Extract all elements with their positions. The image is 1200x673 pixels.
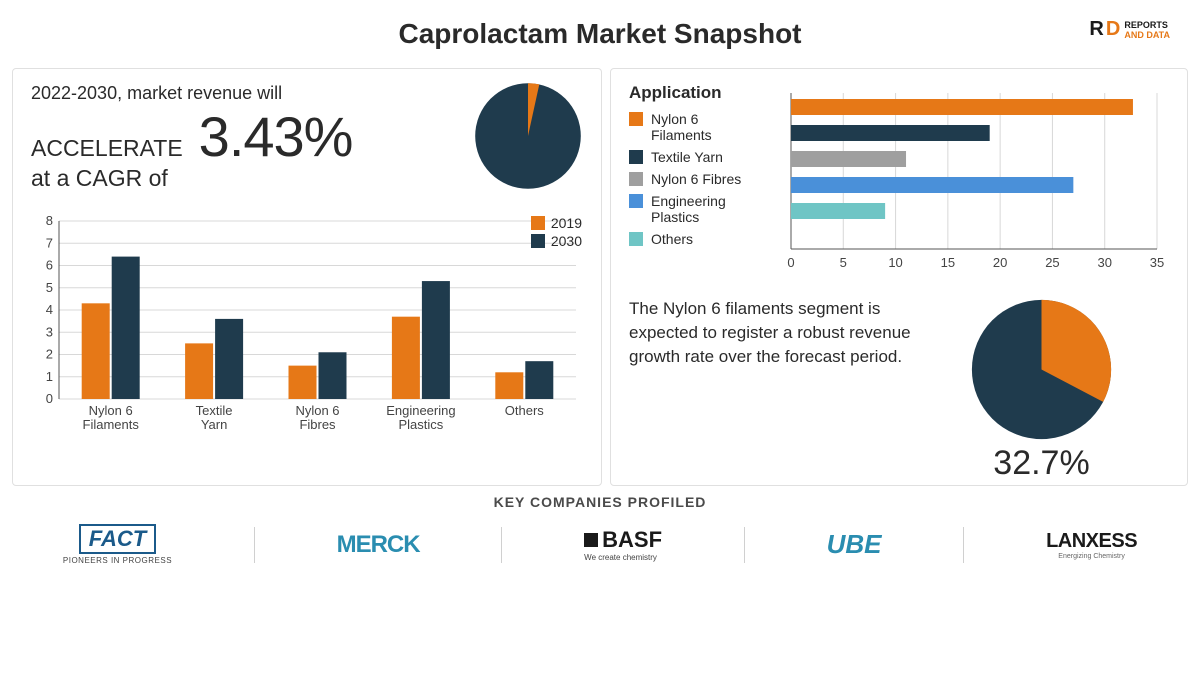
cagr-pie-icon (473, 81, 583, 191)
insight-text: The Nylon 6 filaments segment is expecte… (629, 297, 949, 369)
left-panel: 2022-2030, market revenue will ACCELERAT… (12, 68, 602, 486)
svg-text:5: 5 (840, 255, 847, 270)
insight-pie-icon (969, 297, 1114, 442)
right-panel: Application Nylon 6Filaments Textile Yarn… (610, 68, 1188, 486)
panels-row: 2022-2030, market revenue will ACCELERAT… (0, 68, 1200, 486)
logo-letter-r: R (1089, 18, 1101, 41)
application-legend: Application Nylon 6Filaments Textile Yarn… (629, 83, 779, 273)
company-merck: MERCK (337, 531, 420, 559)
svg-text:Textile: Textile (196, 403, 233, 418)
application-title: Application (629, 83, 779, 103)
horizontal-bar-chart: 0 5 10 15 20 25 30 35 (787, 83, 1167, 273)
company-divider (254, 527, 255, 563)
company-merck-name: MERCK (337, 531, 420, 559)
page-title: Caprolactam Market Snapshot (399, 18, 802, 50)
company-basf: BASF We create chemistry (584, 527, 662, 562)
insight-pie-value: 32.7% (993, 444, 1089, 483)
company-ube-name: UBE (827, 529, 882, 560)
svg-text:10: 10 (888, 255, 902, 270)
svg-text:8: 8 (46, 213, 53, 228)
companies-title: KEY COMPANIES PROFILED (12, 494, 1188, 510)
bar-legend-item: 2019 (531, 215, 582, 231)
svg-text:Others: Others (505, 403, 545, 418)
svg-text:35: 35 (1150, 255, 1164, 270)
companies-row: FACT PIONEERS IN PROGRESS MERCK BASF We … (12, 524, 1188, 565)
application-legend-item: EngineeringPlastics (629, 193, 779, 225)
company-fact-sub: PIONEERS IN PROGRESS (63, 556, 172, 565)
brand-logo: RD REPORTS AND DATA (1089, 18, 1170, 41)
svg-text:20: 20 (993, 255, 1007, 270)
svg-text:0: 0 (46, 391, 53, 406)
svg-text:4: 4 (46, 302, 53, 317)
logo-text-reports: REPORTS (1124, 20, 1170, 30)
company-fact-name: FACT (79, 524, 156, 554)
svg-text:2: 2 (46, 347, 53, 362)
company-basf-name: BASF (602, 527, 662, 553)
svg-text:Plastics: Plastics (399, 417, 444, 432)
company-lanxess-sub: Energizing Chemistry (1058, 553, 1125, 560)
grouped-bar-chart: 012345678Nylon 6FilamentsTextileYarnNylo… (31, 211, 586, 441)
svg-text:Engineering: Engineering (386, 403, 455, 418)
application-legend-item: Nylon 6Filaments (629, 111, 779, 143)
company-divider (501, 527, 502, 563)
application-legend-item: Nylon 6 Fibres (629, 171, 779, 187)
cagr-intro: 2022-2030, market revenue will (31, 83, 455, 104)
header: Caprolactam Market Snapshot RD REPORTS A… (0, 0, 1200, 68)
svg-text:Yarn: Yarn (201, 417, 228, 432)
company-divider (963, 527, 964, 563)
application-legend-item: Others (629, 231, 779, 247)
svg-text:5: 5 (46, 280, 53, 295)
company-ube: UBE (827, 529, 882, 560)
svg-text:15: 15 (941, 255, 955, 270)
bottom-section: KEY COMPANIES PROFILED FACT PIONEERS IN … (0, 494, 1200, 565)
svg-text:3: 3 (46, 324, 53, 339)
logo-letter-d: D (1106, 18, 1120, 41)
logo-text-anddata: AND DATA (1124, 30, 1170, 40)
svg-text:0: 0 (787, 255, 794, 270)
svg-text:30: 30 (1097, 255, 1111, 270)
svg-text:Fibres: Fibres (299, 417, 336, 432)
svg-text:Nylon 6: Nylon 6 (295, 403, 339, 418)
svg-text:Filaments: Filaments (83, 417, 140, 432)
company-fact: FACT PIONEERS IN PROGRESS (63, 524, 172, 565)
application-legend-item: Textile Yarn (629, 149, 779, 165)
cagr-value: 3.43% (199, 104, 353, 169)
svg-text:7: 7 (46, 235, 53, 250)
company-lanxess: LANXESS Energizing Chemistry (1046, 530, 1137, 560)
bar-chart-legend: 2019 2030 (531, 215, 582, 251)
svg-text:25: 25 (1045, 255, 1059, 270)
cagr-at: at a CAGR of (31, 165, 168, 191)
company-lanxess-name: LANXESS (1046, 530, 1137, 553)
company-basf-sub: We create chemistry (584, 553, 657, 562)
svg-text:6: 6 (46, 258, 53, 273)
svg-text:1: 1 (46, 369, 53, 384)
svg-text:Nylon 6: Nylon 6 (89, 403, 133, 418)
bar-legend-item: 2030 (531, 233, 582, 249)
company-divider (744, 527, 745, 563)
basf-square-icon (584, 533, 598, 547)
cagr-accelerate: ACCELERATE (31, 133, 183, 163)
